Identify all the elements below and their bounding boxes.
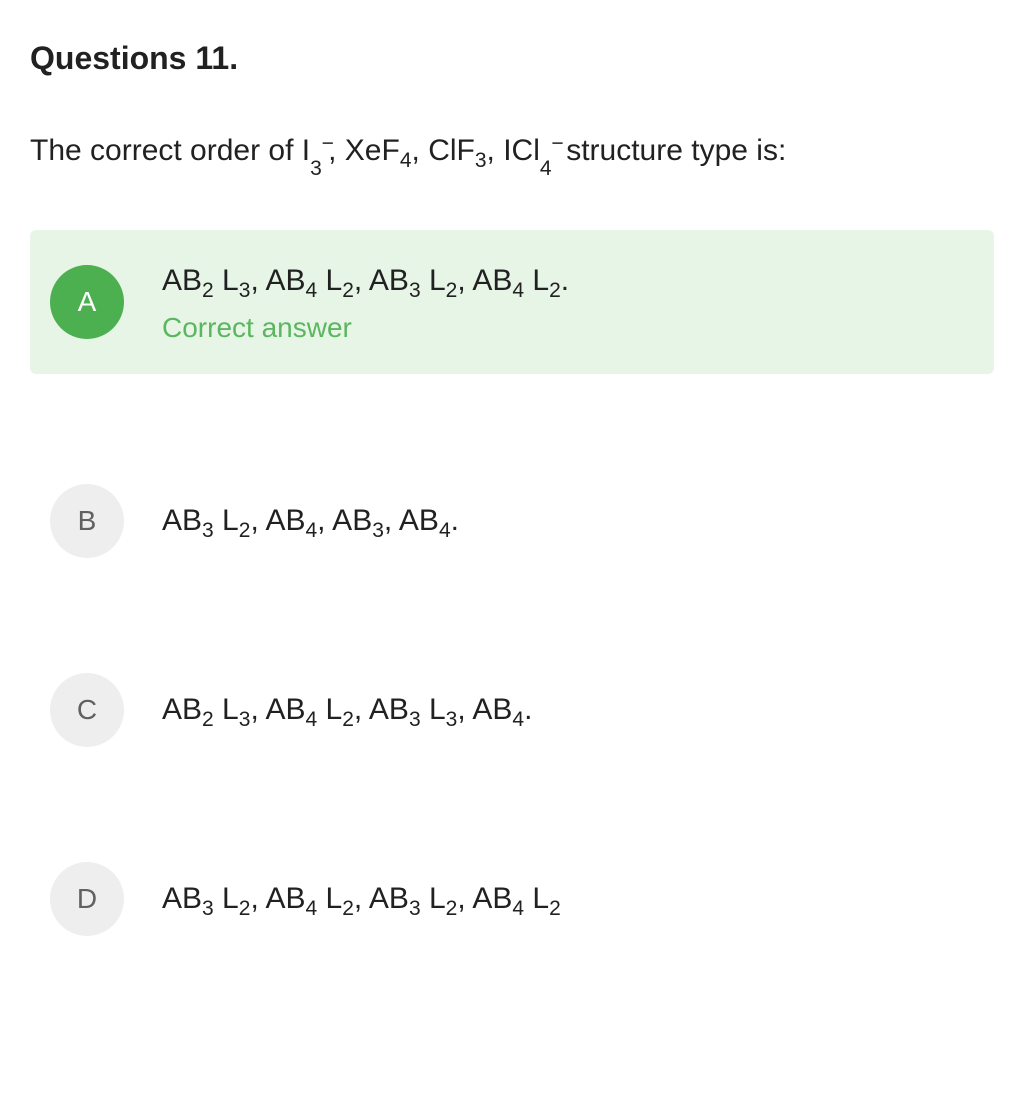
option-a[interactable]: A AB2 L3, AB4 L2, AB3 L2, AB4 L2. Correct … (30, 230, 994, 374)
correct-answer-label: Correct answer (162, 312, 569, 344)
option-text: AB3 L2, AB4, AB3, AB4. (162, 500, 459, 542)
option-c[interactable]: C AB2 L3, AB4 L2, AB3 L3, AB4. (30, 643, 994, 777)
option-content: AB3 L2, AB4 L2, AB3 L2, AB4 L2 (162, 878, 561, 920)
options-container: A AB2 L3, AB4 L2, AB3 L2, AB4 L2. Correct … (30, 230, 994, 966)
option-badge: A (50, 265, 124, 339)
option-text: AB2 L3, AB4 L2, AB3 L3, AB4. (162, 689, 532, 731)
option-text: AB2 L3, AB4 L2, AB3 L2, AB4 L2. (162, 260, 569, 302)
question-text: The correct order of I3−, XeF4, ClF3, IC… (30, 127, 994, 175)
question-title: Questions 11. (30, 40, 994, 77)
chem-formula: ICl4− (503, 134, 558, 167)
chem-formula: I3− (302, 134, 328, 167)
option-content: AB3 L2, AB4, AB3, AB4. (162, 500, 459, 542)
chem-formula: ClF3 (428, 134, 486, 167)
option-d[interactable]: D AB3 L2, AB4 L2, AB3 L2, AB4 L2 (30, 832, 994, 966)
option-text: AB3 L2, AB4 L2, AB3 L2, AB4 L2 (162, 878, 561, 920)
option-b[interactable]: B AB3 L2, AB4, AB3, AB4. (30, 454, 994, 588)
option-badge: B (50, 484, 124, 558)
option-content: AB2 L3, AB4 L2, AB3 L2, AB4 L2. Correct a… (162, 260, 569, 344)
option-badge: D (50, 862, 124, 936)
option-badge: C (50, 673, 124, 747)
option-content: AB2 L3, AB4 L2, AB3 L3, AB4. (162, 689, 532, 731)
chem-formula: XeF4 (345, 134, 412, 167)
